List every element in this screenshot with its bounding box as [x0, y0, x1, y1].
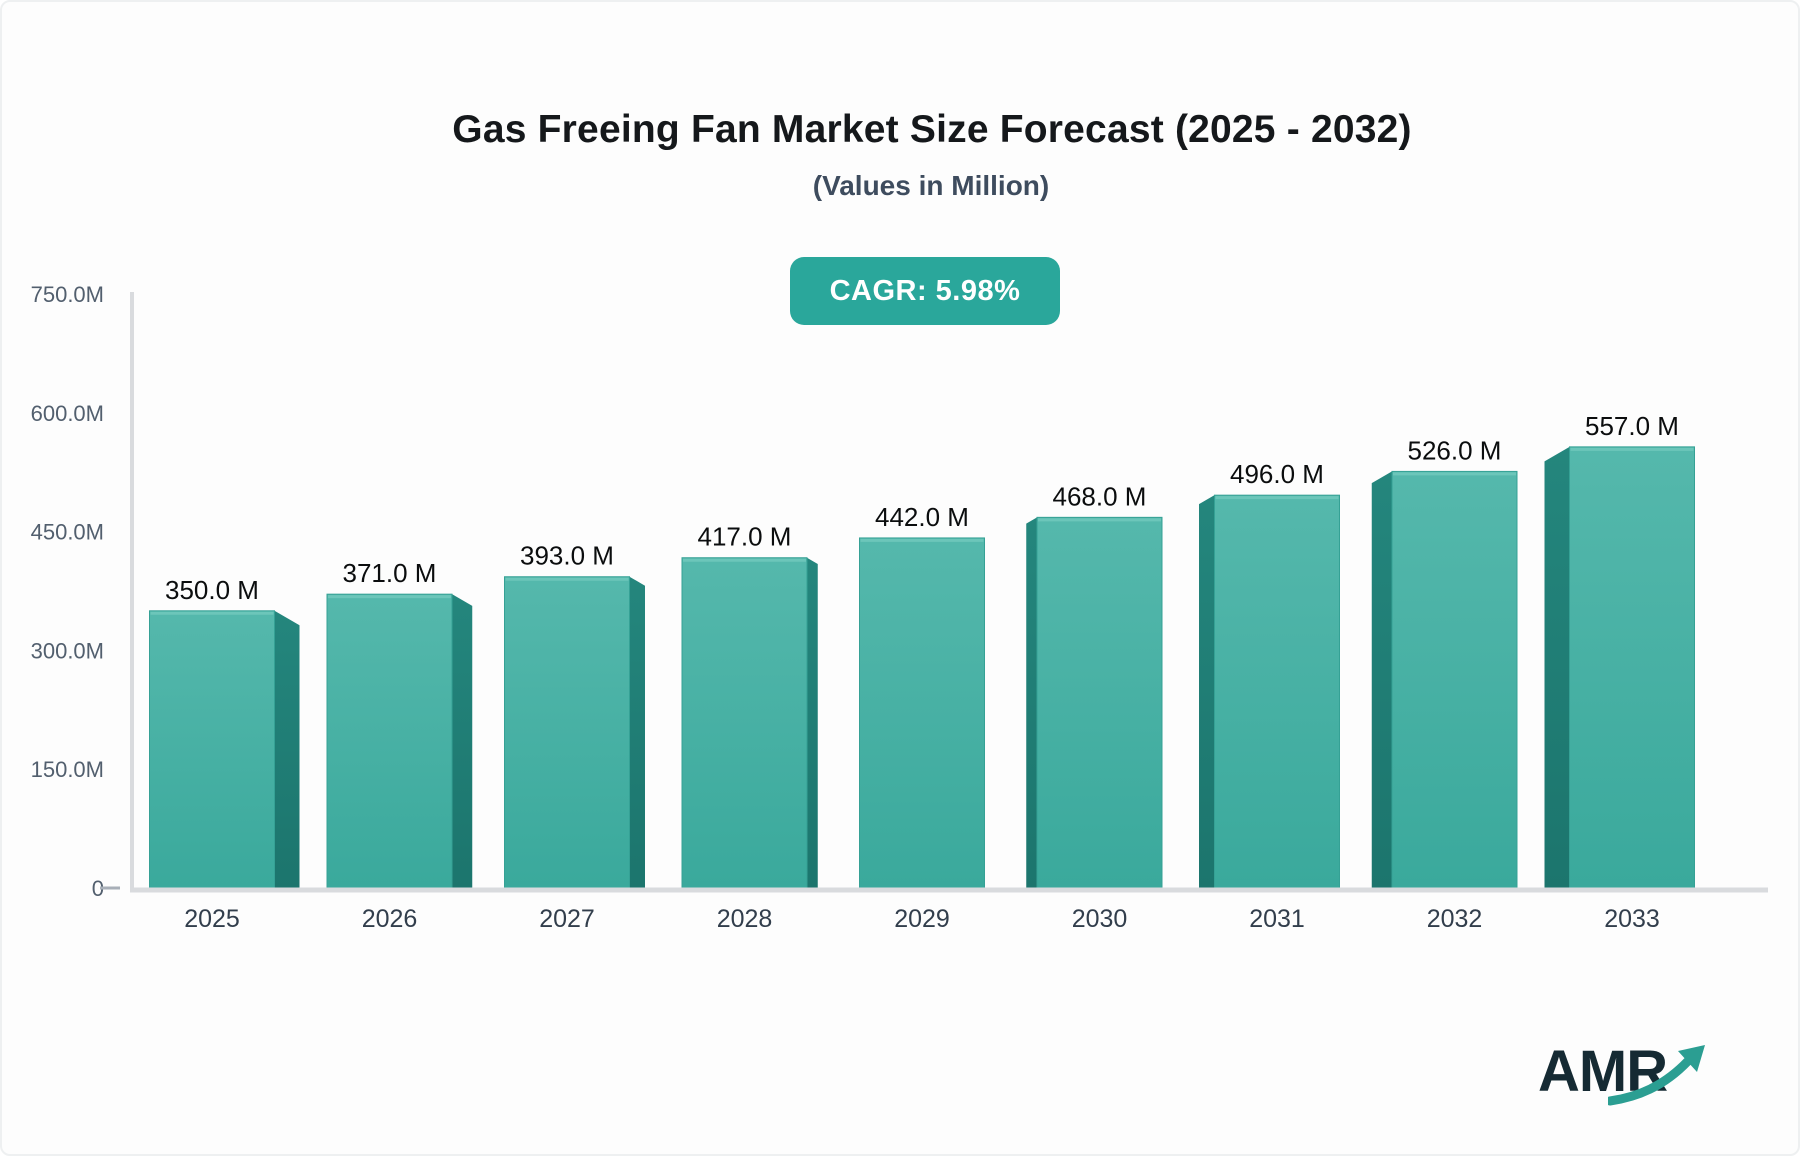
x-tick-label: 2029 [894, 905, 950, 933]
x-tick-label: 2031 [1249, 905, 1305, 933]
amr-logo: AMR [1538, 1038, 1728, 1118]
bar-side-face [1199, 495, 1215, 888]
bar-value-label: 496.0 M [1230, 459, 1324, 489]
bar-side-face [807, 557, 818, 888]
x-tick-label: 2027 [539, 905, 595, 933]
y-tick-label: 750.0M [31, 282, 104, 307]
y-tick-label: 150.0M [31, 757, 104, 782]
bar-value-label: 350.0 M [165, 575, 259, 605]
page-subtitle: (Values in Million) [812, 170, 1050, 201]
y-tick-label: 600.0M [31, 401, 104, 426]
x-tick-label: 2028 [717, 905, 773, 933]
bar-2031 [1214, 494, 1340, 889]
growth-arrow-icon [1608, 1045, 1705, 1106]
bar-value-label: 393.0 M [520, 541, 614, 571]
bar-side-face [1371, 471, 1392, 888]
page-title: Gas Freeing Fan Market Size Forecast (20… [452, 108, 1412, 151]
bar-2026 [326, 593, 453, 889]
y-tick-label: 0 [92, 876, 104, 901]
cagr-badge-label: CAGR: 5.98% [829, 274, 1021, 307]
bar-2028 [681, 557, 808, 889]
bar-2027 [504, 576, 630, 889]
bar-2030 [1036, 516, 1163, 889]
bar-value-label: 417.0 M [698, 522, 792, 552]
bar-2025 [149, 610, 275, 889]
bar-value-label: 526.0 M [1408, 435, 1502, 465]
y-tick-label: 300.0M [31, 638, 104, 663]
x-tick-label: 2025 [184, 905, 240, 933]
bar-value-label: 557.0 M [1585, 411, 1679, 441]
bar-value-label: 371.0 M [343, 558, 437, 588]
bar-value-label: 442.0 M [875, 502, 969, 532]
bar-side-face [452, 594, 473, 888]
x-tick-label: 2030 [1072, 905, 1128, 933]
cagr-badge: CAGR: 5.98% [790, 257, 1060, 325]
bar-side-face [274, 610, 300, 888]
bar-value-label: 468.0 M [1053, 481, 1147, 511]
x-tick-label: 2032 [1427, 905, 1483, 933]
bar-2032 [1391, 470, 1518, 889]
x-tick-label: 2033 [1604, 905, 1660, 933]
bar-side-face [1026, 517, 1037, 888]
bar-2033 [1569, 446, 1695, 889]
bar-side-face [1544, 446, 1570, 888]
bar-2029 [859, 537, 985, 889]
x-tick-label: 2026 [362, 905, 418, 933]
bar-side-face [629, 576, 645, 888]
y-tick-label: 450.0M [31, 520, 104, 545]
